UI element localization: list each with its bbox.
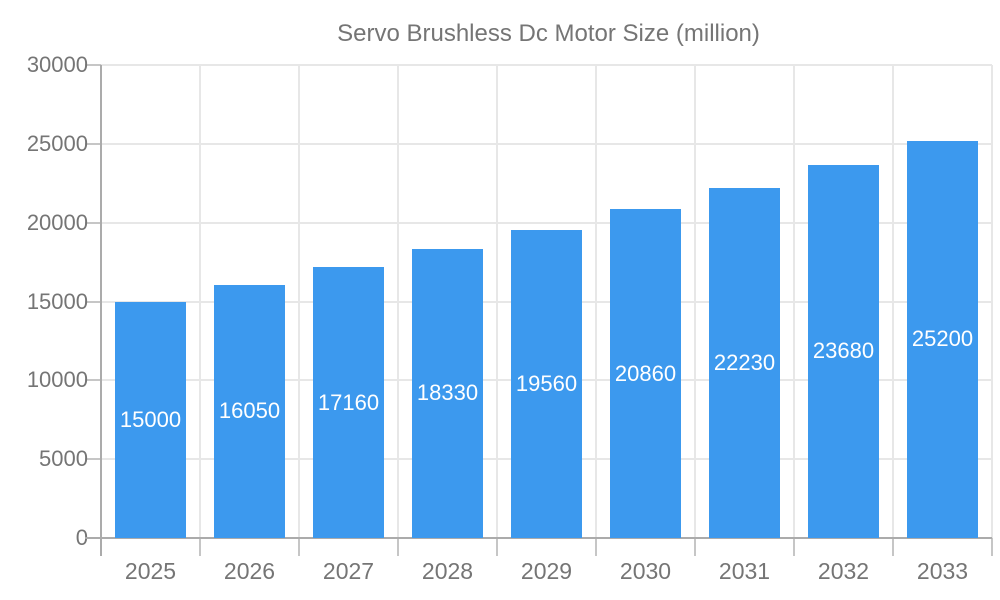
y-axis-tick-label: 10000 — [26, 367, 88, 393]
y-axis-tick — [85, 142, 101, 145]
gridline-vertical — [694, 65, 696, 538]
gridline-vertical — [496, 65, 498, 538]
x-axis-tick-label: 2026 — [223, 558, 276, 584]
x-axis-tick — [298, 538, 300, 556]
legend-label: Servo Brushless Dc Motor Size (million) — [337, 20, 760, 47]
x-axis-tick — [595, 538, 597, 556]
y-axis-tick-label: 20000 — [26, 209, 88, 235]
bar-2026[interactable] — [214, 284, 285, 538]
x-axis-tick-label: 2030 — [619, 558, 672, 584]
bar-value-label: 17160 — [317, 389, 380, 415]
x-axis-tick-label: 2027 — [322, 558, 375, 584]
bar-2030[interactable] — [610, 209, 681, 538]
y-axis-tick — [85, 379, 101, 382]
bar-2031[interactable] — [709, 187, 780, 538]
bar-value-label: 16050 — [218, 398, 281, 424]
x-axis-tick-label: 2028 — [421, 558, 474, 584]
x-axis-tick — [793, 538, 795, 556]
y-axis-line — [100, 65, 102, 556]
x-axis-tick-label: 2031 — [718, 558, 771, 584]
x-axis-tick — [991, 538, 993, 556]
gridline-vertical — [397, 65, 399, 538]
bar-2029[interactable] — [511, 229, 582, 538]
bar-value-label: 18330 — [416, 380, 479, 406]
gridline-horizontal — [101, 64, 992, 66]
y-axis-tick — [85, 221, 101, 224]
bar-value-label: 20860 — [614, 360, 677, 386]
gridline-vertical — [298, 65, 300, 538]
gridline-vertical — [793, 65, 795, 538]
bar-value-label: 19560 — [515, 370, 578, 396]
bar-2033[interactable] — [907, 140, 978, 538]
y-axis-tick-label: 30000 — [26, 52, 88, 77]
gridline-horizontal — [101, 142, 992, 145]
y-axis-tick — [85, 64, 101, 66]
bar-2032[interactable] — [808, 164, 879, 538]
x-axis-tick-label: 2032 — [817, 558, 870, 584]
x-axis-tick-label: 2025 — [124, 558, 177, 584]
x-axis-tick — [892, 538, 894, 556]
bar-value-label: 22230 — [713, 349, 776, 375]
gridline-vertical — [199, 65, 201, 538]
x-axis-tick — [199, 538, 201, 556]
y-axis-tick — [85, 300, 101, 303]
x-axis-line — [85, 537, 992, 539]
y-axis-tick-label: 25000 — [26, 130, 88, 156]
bar-2027[interactable] — [313, 267, 384, 538]
bar-2025[interactable] — [115, 301, 186, 538]
chart-legend-item[interactable]: Servo Brushless Dc Motor Size (million) — [0, 19, 1000, 49]
gridline-vertical — [991, 65, 993, 538]
x-axis-tick — [694, 538, 696, 556]
x-axis-tick — [496, 538, 498, 556]
y-axis-tick-label: 5000 — [39, 446, 88, 472]
gridline-horizontal — [101, 221, 992, 224]
y-axis-tick — [85, 458, 101, 461]
bar-2028[interactable] — [412, 248, 483, 538]
bar-value-label: 23680 — [812, 338, 875, 364]
y-axis-tick-label: 15000 — [26, 288, 88, 314]
bar-value-label: 25200 — [911, 326, 974, 352]
x-axis-tick-label: 2033 — [916, 558, 969, 584]
gridline-vertical — [892, 65, 894, 538]
gridline-vertical — [595, 65, 597, 538]
bar-value-label: 15000 — [119, 406, 182, 432]
x-axis-tick-label: 2029 — [520, 558, 573, 584]
x-axis-tick — [397, 538, 399, 556]
y-axis-tick-label: 0 — [75, 525, 88, 550]
